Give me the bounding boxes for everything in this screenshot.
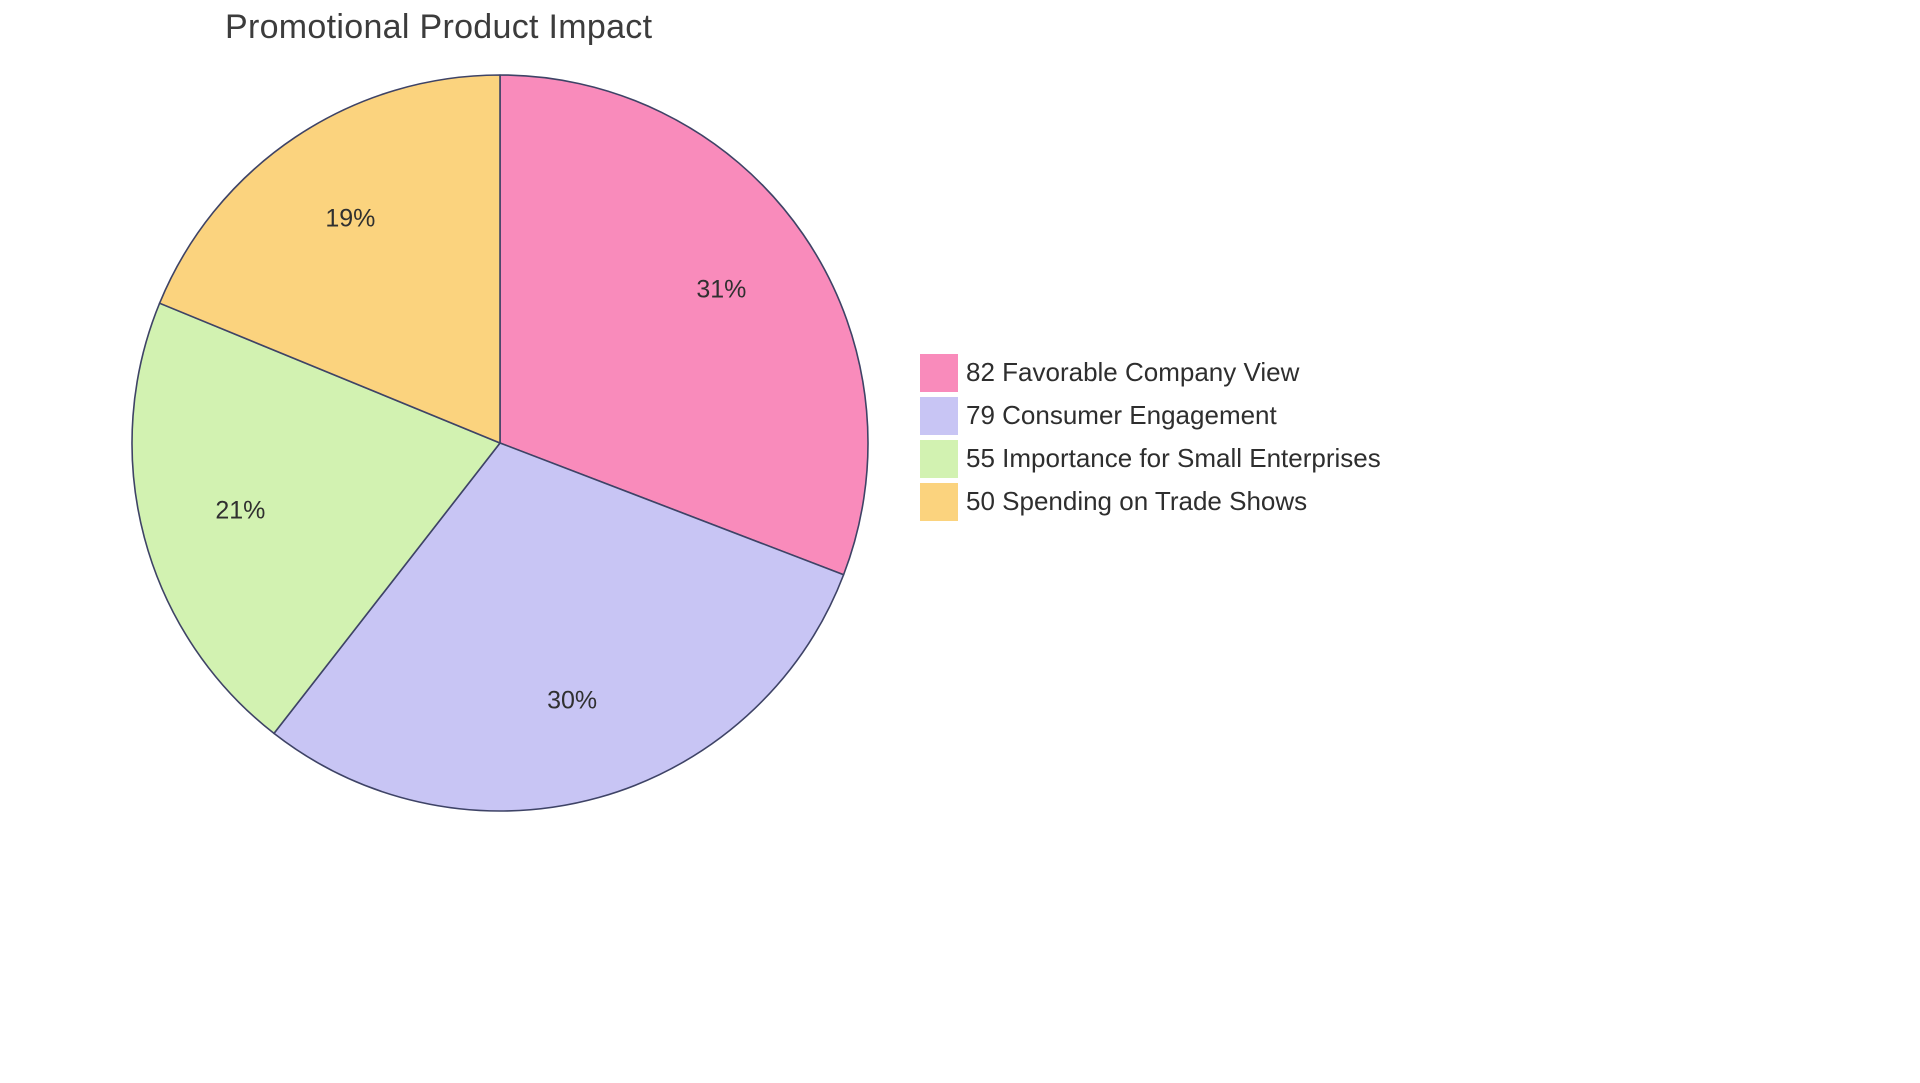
pie-slice[interactable]: [131, 302, 501, 735]
pie-slice[interactable]: [158, 74, 501, 444]
legend-label: 50 Spending on Trade Shows: [966, 486, 1308, 516]
legend-swatch: [920, 439, 958, 478]
legend-label: 55 Importance for Small Enterprises: [966, 443, 1381, 473]
legend: 82 Favorable Company View 79 Consumer Eng…: [920, 351, 1381, 523]
slice-percent-label: 30%: [547, 686, 597, 714]
legend-swatch: [920, 396, 958, 435]
slice-percent-label: 31%: [696, 275, 746, 303]
pie-slice[interactable]: [273, 442, 845, 812]
legend-swatch: [920, 482, 958, 521]
legend-label: 79 Consumer Engagement: [966, 400, 1277, 430]
legend-item[interactable]: 50 Spending on Trade Shows: [920, 480, 1381, 523]
pie-labels: 31% 30% 21% 19%: [215, 205, 746, 715]
slice-percent-label: 21%: [215, 497, 265, 525]
slice-percent-label: 19%: [325, 205, 375, 233]
pie-slice[interactable]: [499, 74, 869, 576]
pie-slices: [131, 74, 869, 812]
legend-item[interactable]: 82 Favorable Company View: [920, 351, 1381, 394]
legend-label: 82 Favorable Company View: [966, 357, 1300, 387]
legend-item[interactable]: 79 Consumer Engagement: [920, 394, 1381, 437]
legend-item[interactable]: 55 Importance for Small Enterprises: [920, 437, 1381, 480]
legend-swatch: [920, 353, 958, 392]
chart-title: Promotional Product Impact: [225, 8, 653, 46]
